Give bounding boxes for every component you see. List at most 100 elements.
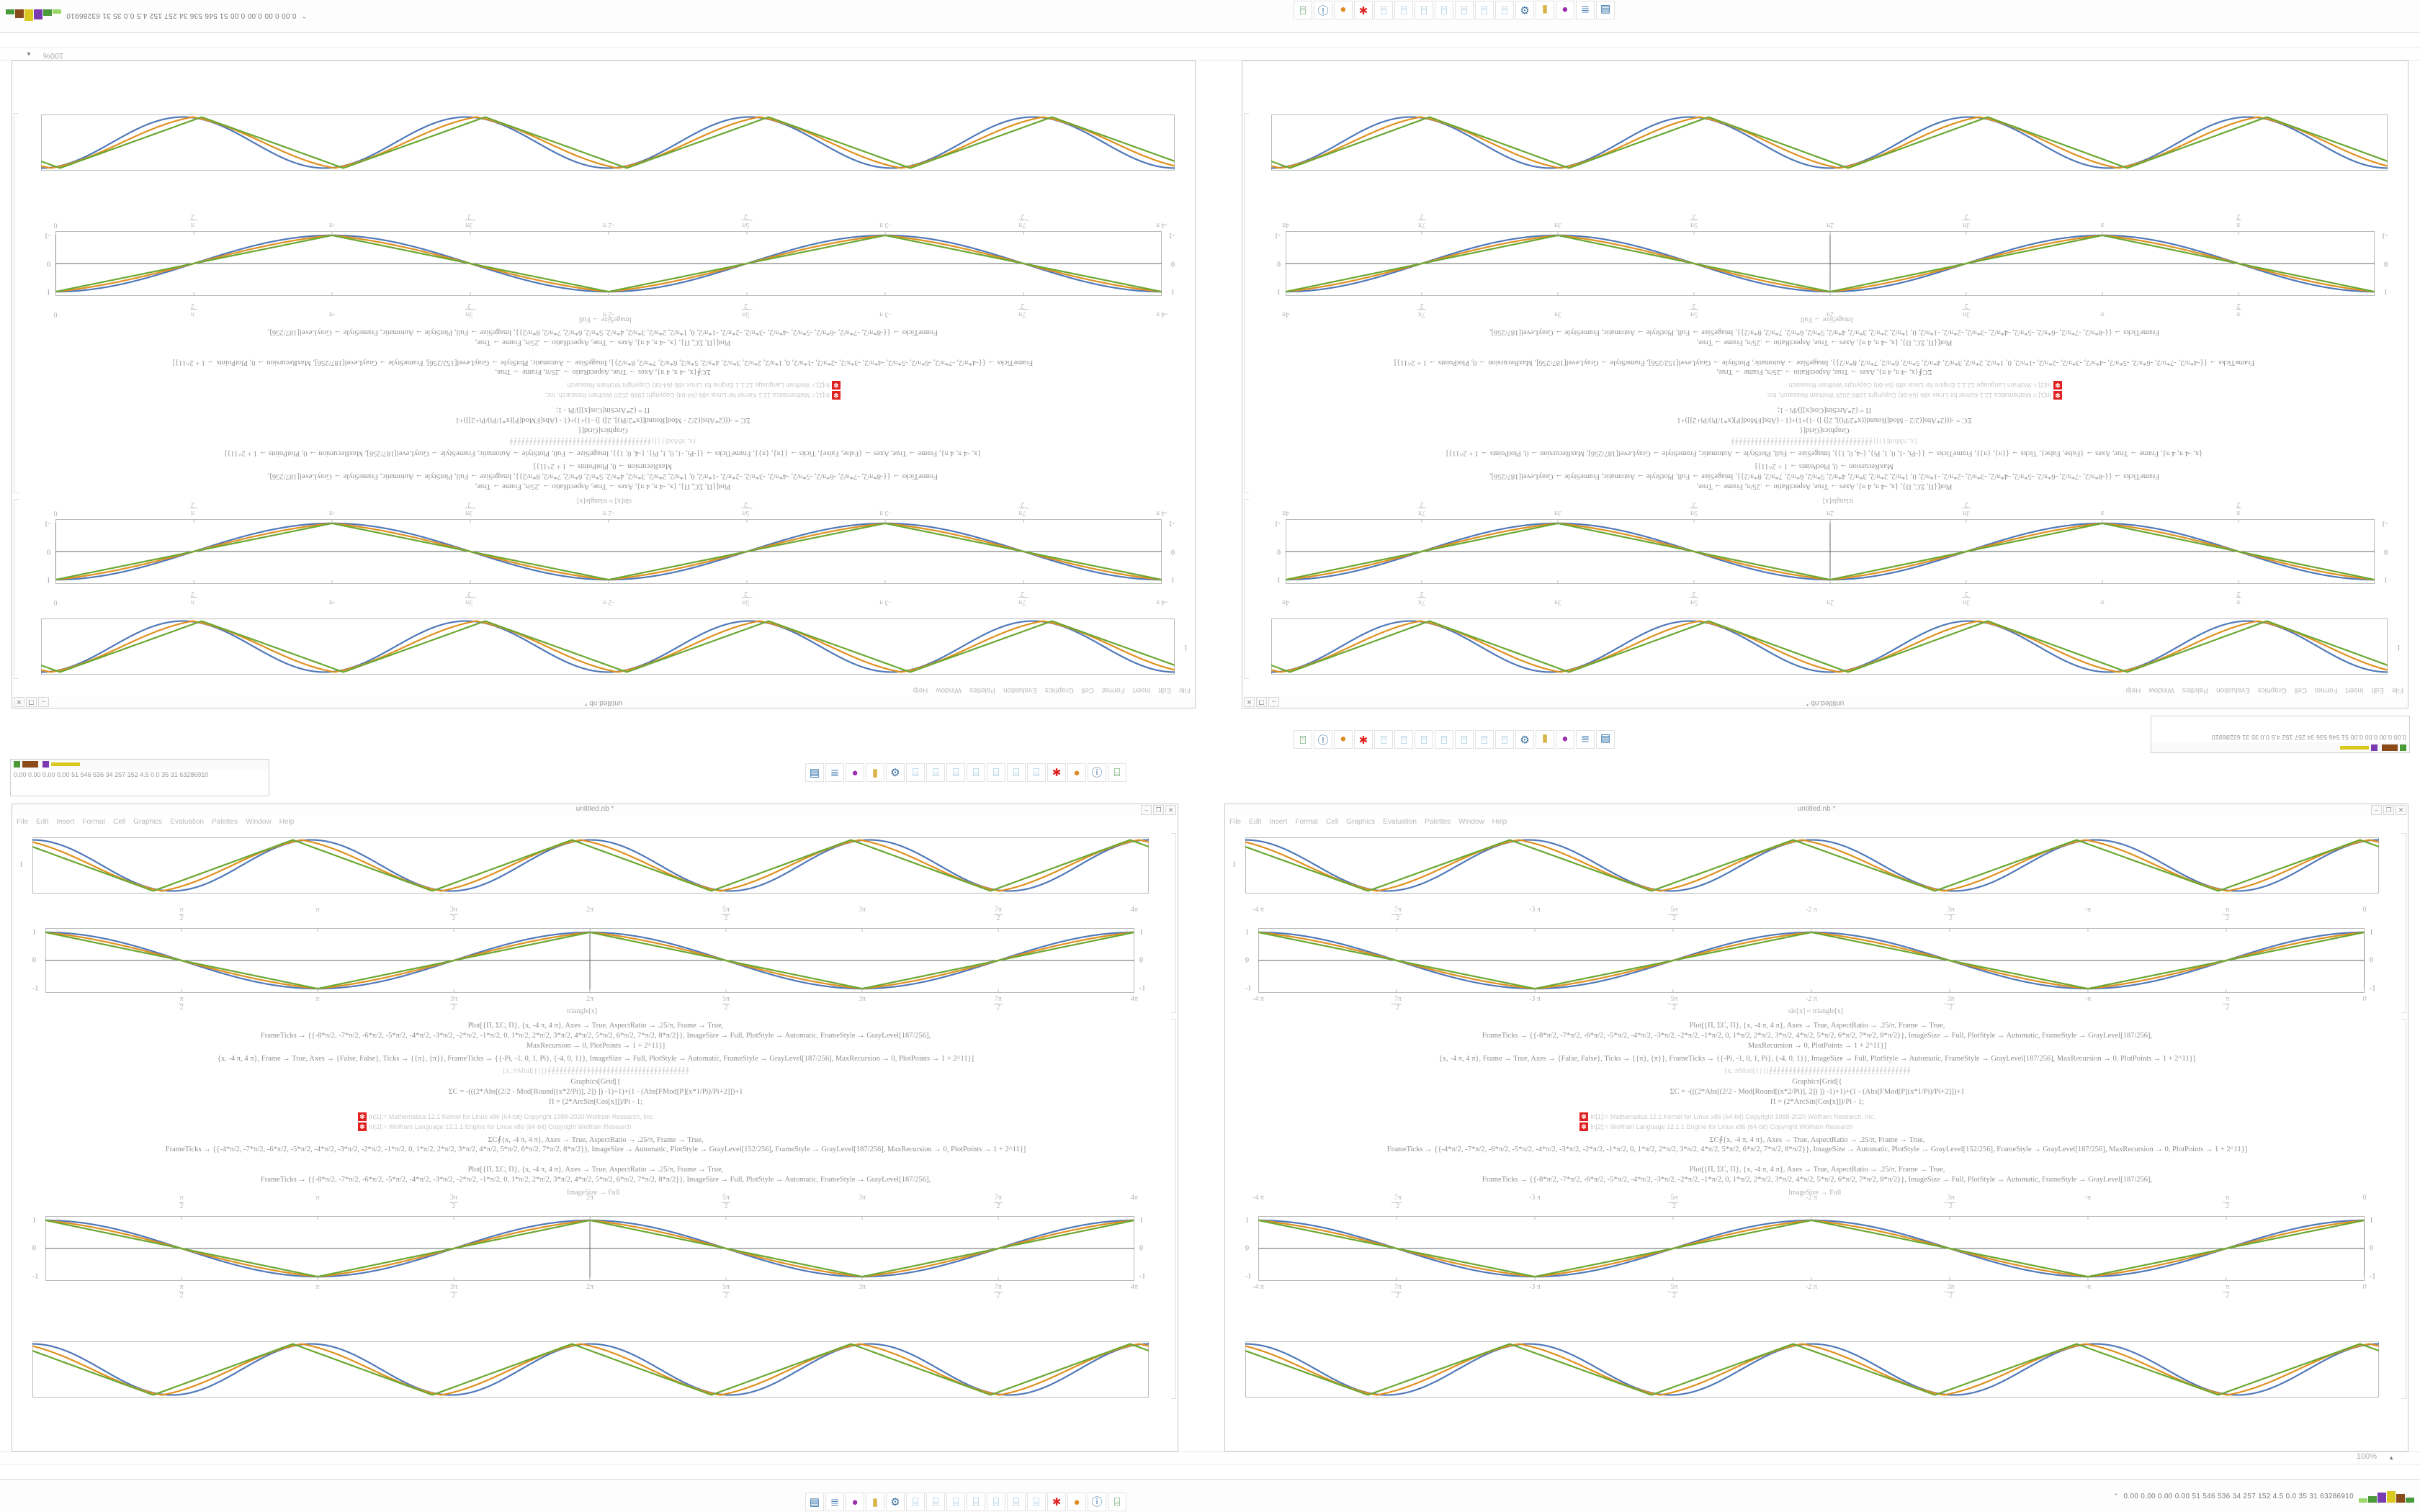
notebook-window-icon-6[interactable]: ⌸ [1007, 763, 1026, 782]
cell-bracket[interactable] [1244, 113, 1249, 493]
terminal-icon[interactable]: ▤ [805, 763, 824, 782]
wolfram-kernel-icon[interactable]: ✱ [1354, 730, 1373, 749]
notebook-window-icon-5[interactable]: ⌸ [987, 763, 1005, 782]
notebook-window-icon-1[interactable]: ⌸ [1495, 730, 1514, 749]
menu-item-palettes[interactable]: Palettes [2182, 686, 2208, 694]
notebook-titlebar-left[interactable]: untitled.nb * – ❐ ✕ [12, 804, 1178, 816]
maximize-button[interactable]: ❐ [1153, 805, 1164, 815]
cell-bracket[interactable] [14, 499, 19, 679]
minimize-button[interactable]: – [2371, 805, 2382, 815]
maximize-button[interactable]: ❐ [2383, 805, 2394, 815]
notebook-window-icon-6[interactable]: ⌸ [1007, 1493, 1026, 1511]
zoom-caret-icon-rotated[interactable]: ▲ [26, 51, 32, 58]
text-editor-icon[interactable]: ≣ [1576, 1, 1595, 19]
notebook-window-icon-3[interactable]: ⌸ [1455, 730, 1474, 749]
notebook-window-icon-4[interactable]: ⌸ [967, 1493, 985, 1511]
chevron-up-icon[interactable]: ⌃ [2112, 1492, 2119, 1500]
zoom-level-label-rotated[interactable]: 100% [43, 51, 64, 60]
menu-item-file[interactable]: File [2391, 686, 2403, 694]
menu-item-window[interactable]: Window [936, 686, 962, 694]
menu-item-evaluation[interactable]: Evaluation [1003, 686, 1037, 694]
menu-item-palettes[interactable]: Palettes [969, 686, 995, 694]
notebook-window-icon-1[interactable]: ⌸ [906, 1493, 925, 1511]
cell-bracket[interactable] [2401, 833, 2406, 1013]
system-monitor-mini-window[interactable]: 0.00 0.00 0.00 0.00 51 546 536 34 257 15… [10, 759, 269, 796]
menu-item-insert[interactable]: Insert [56, 818, 75, 826]
notebook-window-icon-3[interactable]: ⌸ [1455, 1, 1474, 19]
menu-item-edit[interactable]: Edit [36, 818, 49, 826]
menu-item-format[interactable]: Format [1101, 686, 1125, 694]
menu-item-file[interactable]: File [1178, 686, 1191, 694]
menu-item-cell[interactable]: Cell [1326, 818, 1339, 826]
menu-item-palettes[interactable]: Palettes [1425, 818, 1451, 826]
system-monitor-icon[interactable]: ⚙ [886, 763, 905, 782]
calculator-icon[interactable]: ⌸ [1108, 763, 1126, 782]
zoom-level-label[interactable]: 100% [2356, 1452, 2377, 1461]
file-manager-icon[interactable]: ▮ [1536, 730, 1554, 749]
system-monitor-icon[interactable]: ⚙ [1515, 730, 1534, 749]
cell-bracket[interactable] [1244, 499, 1249, 679]
menu-item-graphics[interactable]: Graphics [2257, 686, 2287, 694]
notebook-window-icon-2[interactable]: ⌸ [1475, 730, 1494, 749]
file-manager-icon[interactable]: ▮ [866, 763, 884, 782]
help-browser-icon[interactable]: ⓘ [1088, 1493, 1106, 1511]
notebook-window-icon-2[interactable]: ⌸ [1475, 1, 1494, 19]
menu-item-cell[interactable]: Cell [1081, 686, 1094, 694]
taskbar-launchers-rotated[interactable]: ▤ ≣ ● ▮ ⚙ ⌸ ⌸ ⌸ ⌸ ⌸ ⌸ ⌸ ✱ ● ⓘ ⌸ [1294, 1, 1615, 19]
menu-item-insert[interactable]: Insert [2345, 686, 2364, 694]
notebook-window-icon-6[interactable]: ⌸ [1394, 1, 1413, 19]
wolfram-kernel-icon[interactable]: ✱ [1047, 763, 1066, 782]
top-launcher-strip-rotated[interactable]: ▤ ≣ ● ▮ ⚙ ⌸ ⌸ ⌸ ⌸ ⌸ ⌸ ⌸ ✱ ● ⓘ ⌸ [1294, 730, 1615, 749]
notebook-window-controls-left-rotated[interactable]: – ❐ ✕ [1244, 697, 1279, 707]
wolfram-kernel-icon[interactable]: ✱ [1354, 1, 1373, 19]
menu-item-window[interactable]: Window [246, 818, 272, 826]
maximize-button[interactable]: ❐ [1256, 697, 1267, 707]
taskbar-launchers[interactable]: ▤ ≣ ● ▮ ⚙ ⌸ ⌸ ⌸ ⌸ ⌸ ⌸ ⌸ ✱ ● ⓘ ⌸ [805, 1493, 1126, 1511]
notebook-window-icon-1[interactable]: ⌸ [906, 763, 925, 782]
menu-item-format[interactable]: Format [2314, 686, 2338, 694]
mathematica-icon[interactable]: ● [1067, 763, 1086, 782]
zoom-caret-icon[interactable]: ▲ [2388, 1454, 2394, 1461]
menu-item-cell[interactable]: Cell [2294, 686, 2307, 694]
web-browser-icon[interactable]: ● [846, 1493, 864, 1511]
menu-item-format[interactable]: Format [82, 818, 106, 826]
notebook-window-icon-3[interactable]: ⌸ [946, 763, 965, 782]
taskbar-rotated[interactable]: ▤ ≣ ● ▮ ⚙ ⌸ ⌸ ⌸ ⌸ ⌸ ⌸ ⌸ ✱ ● ⓘ ⌸ ⌃ 0.00 0.00 0.00 0.00 5… [0, 0, 2420, 33]
notebook-window-left[interactable]: untitled.nb * – ❐ ✕ File Edit Insert Format… [12, 804, 1178, 1452]
text-editor-icon[interactable]: ≣ [1576, 730, 1595, 749]
notebook-menubar-left-rotated[interactable]: File Edit Insert Format Cell Graphics Evaluati… [1242, 685, 2408, 696]
notebook-window-icon-5[interactable]: ⌸ [1415, 730, 1433, 749]
chevron-up-icon-rotated[interactable]: ⌃ [301, 12, 308, 20]
taskbar[interactable]: ▤ ≣ ● ▮ ⚙ ⌸ ⌸ ⌸ ⌸ ⌸ ⌸ ⌸ ✱ ● ⓘ ⌸ ⌃ 0.00 0.00 0.00 0.00 5… [0, 1479, 2420, 1512]
mini-window-titlebar[interactable] [11, 760, 269, 770]
taskbar-system-monitor-rotated[interactable]: ⌃ 0.00 0.00 0.00 0.00 51 546 536 34 257 … [6, 1, 307, 30]
menu-item-file[interactable]: File [1229, 818, 1242, 826]
notebook-window-controls-left[interactable]: – ❐ ✕ [1141, 805, 1176, 815]
terminal-icon[interactable]: ▤ [1596, 730, 1615, 749]
menu-item-graphics[interactable]: Graphics [133, 818, 163, 826]
notebook-window-icon-7[interactable]: ⌸ [1374, 730, 1393, 749]
notebook-window-icon-7[interactable]: ⌸ [1027, 763, 1046, 782]
file-manager-icon[interactable]: ▮ [866, 1493, 884, 1511]
notebook-menubar-right[interactable]: File Edit Insert Format Cell Graphics Evaluati… [1225, 816, 2408, 827]
mathematica-icon[interactable]: ● [1334, 1, 1353, 19]
close-button[interactable]: ✕ [2396, 805, 2406, 815]
web-browser-icon[interactable]: ● [1556, 730, 1574, 749]
cell-bracket[interactable] [2401, 1019, 2406, 1399]
notebook-titlebar-left-rotated[interactable]: untitled.nb * – ❐ ✕ [1242, 696, 2408, 708]
calculator-icon[interactable]: ⌸ [1294, 1, 1312, 19]
help-browser-icon[interactable]: ⓘ [1314, 730, 1332, 749]
menu-item-help[interactable]: Help [279, 818, 295, 826]
notebook-window-icon-1[interactable]: ⌸ [1495, 1, 1514, 19]
minimize-button[interactable]: – [1268, 697, 1279, 707]
cell-bracket[interactable] [1171, 833, 1176, 1013]
maximize-button[interactable]: ❐ [26, 697, 37, 707]
mathematica-icon[interactable]: ● [1334, 730, 1353, 749]
text-editor-icon[interactable]: ≣ [825, 1493, 844, 1511]
wolfram-kernel-icon[interactable]: ✱ [1047, 1493, 1066, 1511]
menu-item-insert[interactable]: Insert [1269, 818, 1288, 826]
top-launcher-strip[interactable]: ▤ ≣ ● ▮ ⚙ ⌸ ⌸ ⌸ ⌸ ⌸ ⌸ ⌸ ✱ ● ⓘ ⌸ [805, 763, 1126, 782]
notebook-window-icon-7[interactable]: ⌸ [1027, 1493, 1046, 1511]
notebook-window-icon-4[interactable]: ⌸ [1435, 730, 1453, 749]
notebook-window-controls-right-rotated[interactable]: – ❐ ✕ [14, 697, 49, 707]
